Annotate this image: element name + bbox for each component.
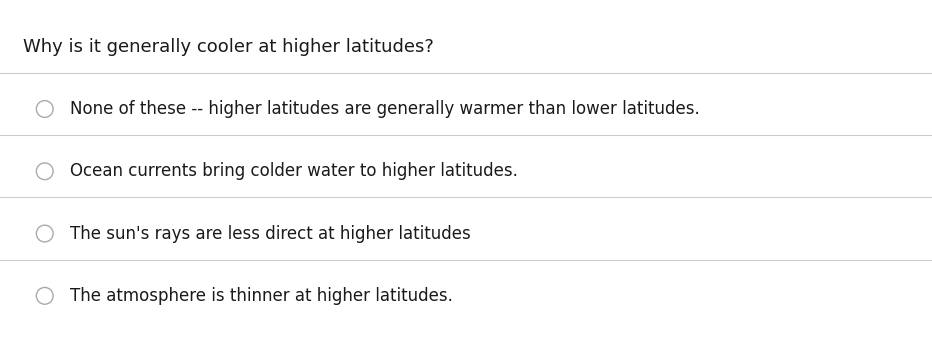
Text: Why is it generally cooler at higher latitudes?: Why is it generally cooler at higher lat… [23,38,434,56]
Text: Ocean currents bring colder water to higher latitudes.: Ocean currents bring colder water to hig… [70,162,518,180]
Text: The atmosphere is thinner at higher latitudes.: The atmosphere is thinner at higher lati… [70,287,453,305]
Text: None of these -- higher latitudes are generally warmer than lower latitudes.: None of these -- higher latitudes are ge… [70,100,700,118]
Text: The sun's rays are less direct at higher latitudes: The sun's rays are less direct at higher… [70,225,471,243]
